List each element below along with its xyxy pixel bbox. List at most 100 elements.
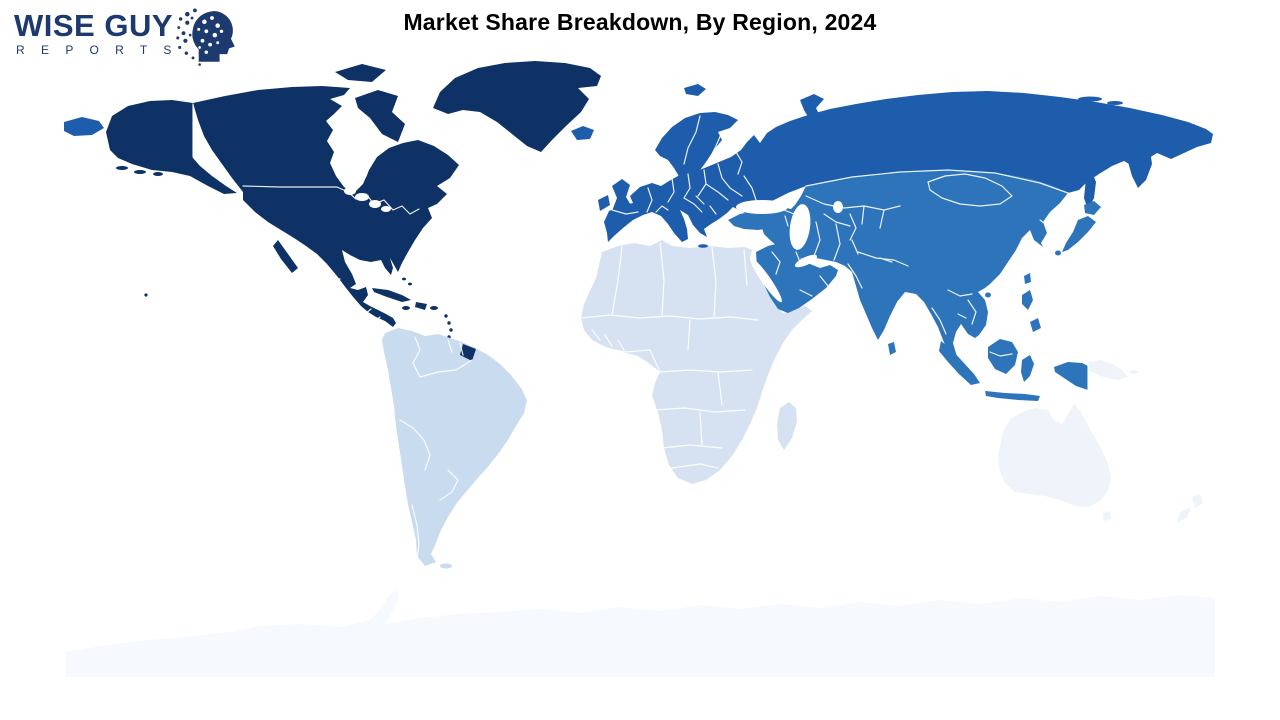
- japan-honshu: [1062, 216, 1096, 252]
- japan-hokkaido: [1084, 201, 1101, 215]
- new-britain: [1130, 370, 1138, 374]
- region-north-america: [106, 61, 601, 339]
- red-sea: [750, 257, 782, 303]
- french-guiana: [460, 344, 476, 361]
- country-borders: [192, 103, 1089, 559]
- svalbard: [684, 84, 706, 96]
- jamaica: [402, 306, 410, 310]
- border-caucasus: [771, 205, 795, 215]
- tasmania: [1103, 511, 1111, 521]
- aleutian-islands: [134, 170, 146, 174]
- border-korea-china: [1039, 219, 1049, 227]
- region-africa: [581, 240, 812, 484]
- new-siberian-islands: [1078, 96, 1102, 102]
- border-usa-canada: [242, 185, 420, 215]
- africa-mainland: [581, 240, 812, 484]
- cuba: [372, 288, 411, 302]
- region-oceania: [998, 360, 1203, 522]
- alaska: [106, 100, 237, 194]
- small-island-dot: [144, 293, 148, 297]
- caspian-sea: [789, 204, 811, 250]
- antarctica-band: [66, 590, 1215, 677]
- philippines-mindanao: [1030, 318, 1041, 332]
- border-africa-equatorial: [599, 346, 753, 406]
- region-antarctica: [66, 590, 1215, 677]
- ireland: [598, 195, 610, 211]
- great-lakes: [381, 206, 391, 212]
- persian-gulf: [794, 254, 818, 268]
- taiwan: [1024, 273, 1031, 284]
- puerto-rico: [430, 306, 438, 310]
- logo-text: WISE GUY R E P O R T S: [14, 10, 178, 56]
- border-arabia: [771, 251, 829, 297]
- border-scandinavia: [683, 115, 743, 175]
- australia: [998, 404, 1111, 507]
- sumatra: [939, 341, 980, 385]
- aleutian-islands: [116, 166, 128, 170]
- border-balkans: [683, 195, 717, 215]
- bahamas: [402, 277, 406, 281]
- region-asia-middle-east: [728, 170, 1101, 401]
- greenland: [433, 61, 601, 152]
- philippines-luzon: [1022, 290, 1033, 310]
- lesser-antilles: [444, 314, 448, 318]
- iceland: [571, 126, 594, 140]
- great-britain: [612, 179, 632, 215]
- inland-seas: [335, 143, 843, 303]
- sakhalin: [1084, 172, 1096, 210]
- tierra-del-fuego: [440, 563, 452, 569]
- border-south-america-east: [439, 469, 459, 501]
- hainan: [985, 292, 991, 298]
- kamchatka: [1128, 142, 1152, 188]
- border-china-india: [847, 251, 909, 289]
- north-america-mainland: [193, 86, 459, 327]
- border-iran-afghanistan-pakistan: [813, 221, 859, 261]
- madagascar: [777, 402, 797, 450]
- java: [985, 391, 1040, 401]
- region-south-america: [382, 328, 527, 569]
- scandinavia: [655, 112, 738, 181]
- border-russia-kazakhstan: [805, 169, 1069, 194]
- bahamas: [408, 282, 412, 286]
- border-usa-mexico: [289, 251, 341, 280]
- chart-title: Market Share Breakdown, By Region, 2024: [403, 9, 877, 35]
- great-lakes: [344, 187, 356, 195]
- border-ukraine-romania: [705, 163, 757, 201]
- sri-lanka: [888, 342, 896, 355]
- border-south-america-west: [399, 419, 431, 559]
- border-france-germany-italy: [646, 187, 669, 213]
- border-turkey-iran: [784, 215, 789, 227]
- borneo: [988, 339, 1018, 374]
- border-central-asia: [823, 213, 857, 241]
- hispaniola: [415, 302, 427, 310]
- crete: [698, 244, 708, 248]
- new-siberian-islands: [1107, 101, 1123, 105]
- baja-california: [273, 240, 298, 273]
- border-kazakhstan-south: [805, 195, 901, 229]
- arctic-island-ellesmere: [335, 64, 386, 82]
- hudson-bay: [335, 143, 369, 187]
- asia-mainland: [762, 170, 1068, 357]
- border-indochina: [931, 289, 977, 335]
- border-spain-france: [611, 209, 639, 215]
- great-lakes: [355, 193, 369, 201]
- logo-subtitle: R E P O R T S: [16, 43, 178, 57]
- dotted-head-profile-icon: [176, 8, 235, 66]
- arctic-island-baffin: [355, 90, 405, 142]
- black-sea: [736, 200, 788, 214]
- border-west-africa: [591, 329, 625, 351]
- new-zealand-south: [1177, 507, 1191, 522]
- border-africa-south: [654, 407, 746, 469]
- logo-wordmark: WISE GUY: [14, 8, 174, 43]
- papua-new-guinea: [1088, 360, 1128, 380]
- border-borneo: [989, 351, 1013, 357]
- lesser-antilles: [447, 321, 451, 325]
- sulawesi: [1021, 355, 1034, 382]
- wise-guy-reports-logo: WISE GUY R E P O R T S: [14, 8, 250, 68]
- lesser-antilles: [449, 328, 453, 332]
- aleutian-islands: [153, 172, 163, 176]
- border-mongolia: [927, 173, 1013, 207]
- border-africa-sahel: [580, 314, 759, 321]
